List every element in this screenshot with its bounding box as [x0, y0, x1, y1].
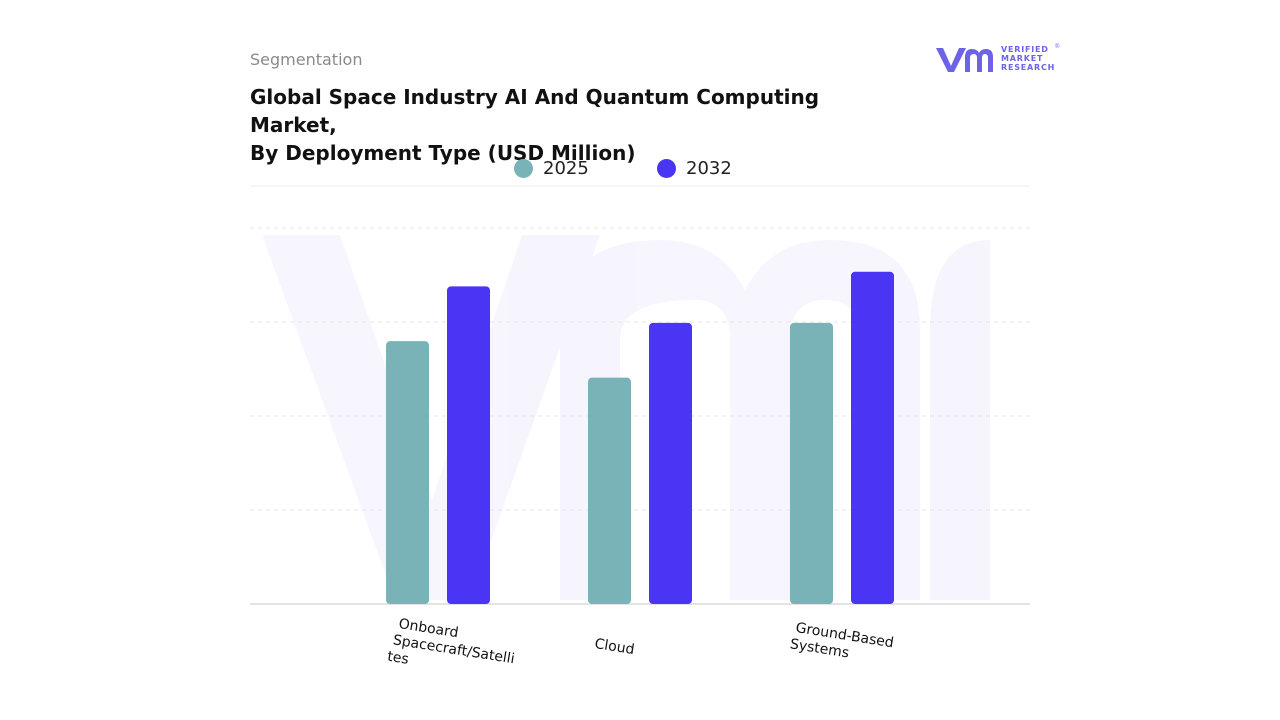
legend-swatch-2032	[657, 158, 676, 178]
bar-2032-0	[447, 286, 490, 604]
vmr-logo-icon	[936, 48, 993, 72]
bar-2025-0	[386, 341, 429, 604]
section-kicker: Segmentation	[250, 50, 363, 69]
brand-wordmark: VERIFIED MARKET RESEARCH	[1001, 45, 1055, 72]
brand-line-1: VERIFIED	[1001, 45, 1049, 54]
watermark-logo	[262, 235, 990, 600]
legend-swatch-2025	[514, 158, 533, 178]
bar-2032-2	[851, 271, 894, 604]
bar-2025-1	[588, 377, 631, 604]
legend-label-2025: 2025	[543, 157, 589, 179]
legend: 2025 2032	[0, 155, 1280, 181]
brand-line-3: RESEARCH	[1001, 63, 1056, 72]
registered-mark: ®	[1055, 44, 1060, 50]
bar-2025-2	[790, 322, 833, 604]
bar-2032-1	[649, 322, 692, 604]
legend-label-2032: 2032	[686, 157, 732, 179]
brand-line-2: MARKET	[1001, 54, 1044, 63]
legend-item-2025: 2025	[514, 155, 589, 181]
bars-group	[386, 271, 894, 604]
chart-title: Global Space Industry AI And Quantum Com…	[250, 83, 890, 167]
chart-title-line-2: By Deployment Type (USD Million)	[250, 141, 636, 165]
chart-title-line-1: Global Space Industry AI And Quantum Com…	[250, 85, 820, 137]
legend-item-2032: 2032	[657, 155, 732, 181]
gridlines	[250, 227, 1030, 511]
